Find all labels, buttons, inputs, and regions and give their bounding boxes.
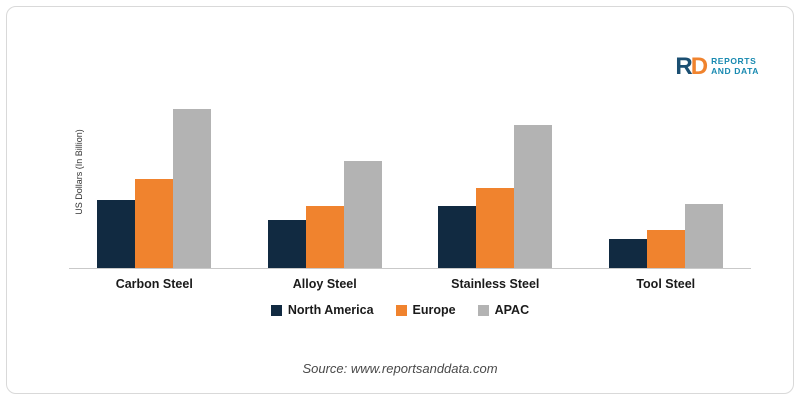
legend-label-europe: Europe — [412, 303, 456, 317]
logo-line2: AND DATA — [711, 66, 759, 76]
legend: North America Europe APAC — [7, 303, 793, 317]
category-labels: Carbon Steel Alloy Steel Stainless Steel To… — [69, 277, 751, 291]
legend-swatch-north-america — [270, 304, 282, 316]
chart-card: RD REPORTS AND DATA US Dollars (In Billi… — [6, 6, 794, 394]
legend-label-apac: APAC — [494, 303, 530, 317]
category-label-carbon-steel: Carbon Steel — [115, 277, 193, 291]
logo-monogram: RD — [675, 53, 708, 80]
category-label-tool-steel: Tool Steel — [636, 277, 696, 291]
bar-apac-alloy-steel — [343, 161, 382, 268]
bar-north-america-tool-steel — [608, 239, 647, 268]
logo-line1: REPORTS — [711, 56, 757, 67]
category-label-stainless-steel: Stainless Steel — [451, 277, 540, 291]
bar-apac-stainless-steel — [514, 124, 553, 268]
logo-letter-d: D — [690, 53, 708, 80]
legend-item-north-america: North America — [270, 303, 374, 317]
bar-group-alloy-steel — [267, 93, 382, 268]
source-text: Source: www.reportsanddata.com — [302, 361, 498, 376]
bar-north-america-alloy-steel — [267, 220, 306, 268]
bar-europe-tool-steel — [646, 229, 685, 268]
legend-label-north-america: North America — [287, 303, 374, 317]
bar-group-carbon-steel — [97, 93, 212, 268]
chart-area: Carbon Steel Alloy Steel Stainless Steel To… — [69, 93, 751, 291]
bar-europe-carbon-steel — [135, 178, 174, 268]
bar-europe-alloy-steel — [305, 205, 344, 268]
bar-north-america-stainless-steel — [438, 205, 477, 268]
bar-north-america-carbon-steel — [97, 199, 136, 268]
legend-swatch-europe — [395, 304, 407, 316]
legend-swatch-apac — [477, 304, 489, 316]
bar-apac-carbon-steel — [173, 108, 212, 268]
logo-letter-r: R — [675, 53, 692, 80]
logo-text: REPORTS AND DATA — [711, 56, 759, 77]
bar-europe-stainless-steel — [476, 188, 515, 268]
legend-item-europe: Europe — [395, 303, 456, 317]
legend-item-apac: APAC — [477, 303, 530, 317]
bar-group-stainless-steel — [438, 93, 553, 268]
logo: RD REPORTS AND DATA — [675, 55, 759, 79]
category-label-alloy-steel: Alloy Steel — [292, 277, 357, 291]
bar-group-tool-steel — [608, 93, 723, 268]
bar-apac-tool-steel — [684, 204, 723, 268]
plot-area — [69, 93, 751, 269]
